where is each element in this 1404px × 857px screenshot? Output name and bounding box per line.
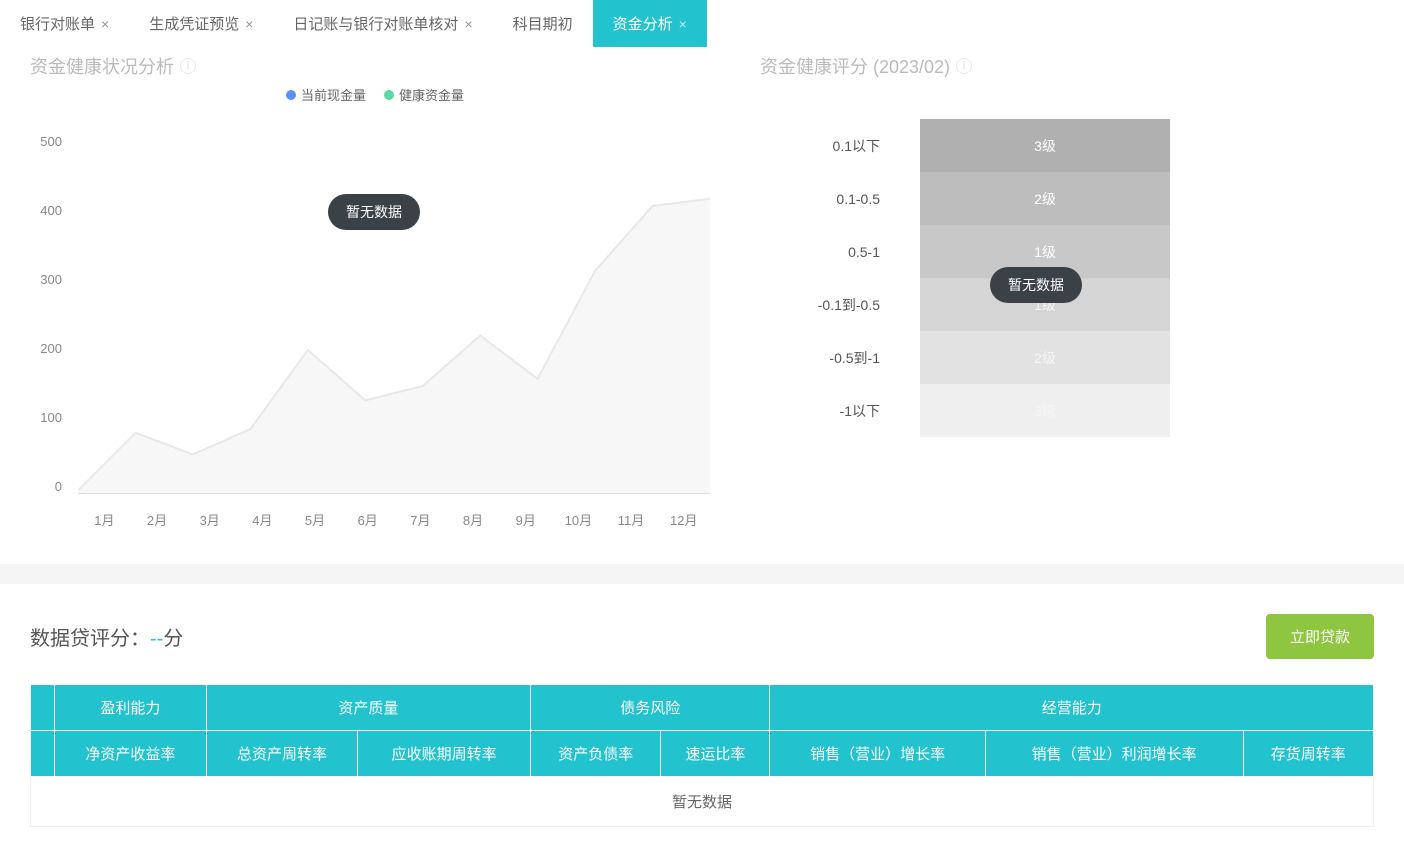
y-tick: 0	[30, 479, 70, 494]
info-icon[interactable]: i	[180, 58, 196, 74]
tab-0[interactable]: 银行对账单 ×	[0, 0, 129, 47]
close-icon[interactable]: ×	[464, 16, 472, 32]
rating-label: -0.1到-0.5	[760, 278, 920, 331]
x-tick: 6月	[341, 510, 394, 529]
rating-chart-section: 资金健康评分 (2023/02) i 0.1以下0.1-0.50.5-1-0.1…	[740, 43, 1404, 534]
loan-button[interactable]: 立即贷款	[1266, 614, 1374, 659]
rating-label: 0.1-0.5	[760, 172, 920, 225]
health-chart-section: 资金健康状况分析 i 当前现金量 健康资金量 500 400 300 200 100 0 暂…	[0, 43, 740, 534]
x-tick: 8月	[447, 510, 500, 529]
rating-labels: 0.1以下0.1-0.50.5-1-0.1到-0.5-0.5到-1-1以下	[760, 119, 920, 437]
x-tick: 4月	[236, 510, 289, 529]
sub-header: 净资产收益率	[55, 731, 207, 777]
rating-bar: 3级	[920, 384, 1170, 437]
rating-wrap: 0.1以下0.1-0.50.5-1-0.1到-0.5-0.5到-1-1以下 暂无…	[760, 119, 1364, 437]
rating-bar: 3级	[920, 119, 1170, 172]
rating-chart-title: 资金健康评分 (2023/02) i	[760, 53, 1364, 79]
sub-header: 总资产周转率	[206, 731, 358, 777]
title-text: 资金健康状况分析	[30, 53, 174, 79]
rating-label: -0.5到-1	[760, 331, 920, 384]
sub-header: 速运比率	[661, 731, 770, 777]
legend-item: 当前现金量	[286, 85, 366, 104]
tab-label: 资金分析	[613, 13, 673, 34]
rating-label: 0.5-1	[760, 225, 920, 278]
close-icon[interactable]: ×	[245, 16, 253, 32]
sub-header: 资产负债率	[531, 731, 661, 777]
x-axis: 1月2月3月4月5月6月7月8月9月10月11月12月	[78, 504, 710, 534]
sub-header: 应收账期周转率	[358, 731, 531, 777]
tab-label: 科目期初	[513, 13, 573, 34]
tab-label: 银行对账单	[20, 13, 95, 34]
tab-2[interactable]: 日记账与银行对账单核对 ×	[273, 0, 492, 47]
score-value: --	[150, 628, 163, 650]
y-tick: 100	[30, 410, 70, 425]
x-tick: 10月	[552, 510, 605, 529]
group-header: 盈利能力	[55, 685, 207, 731]
x-tick: 5月	[289, 510, 342, 529]
x-tick: 3月	[183, 510, 236, 529]
legend-dot-icon	[384, 90, 394, 100]
health-chart-title: 资金健康状况分析 i	[30, 53, 720, 79]
legend-label: 当前现金量	[301, 85, 366, 104]
rating-label: -1以下	[760, 384, 920, 437]
top-panel: 资金健康状况分析 i 当前现金量 健康资金量 500 400 300 200 100 0 暂…	[0, 43, 1404, 564]
tab-4[interactable]: 资金分析 ×	[593, 0, 707, 47]
score-title: 数据贷评分：--分	[30, 622, 183, 651]
x-tick: 2月	[131, 510, 184, 529]
score-unit: 分	[163, 628, 183, 650]
tab-bar: 银行对账单 × 生成凭证预览 × 日记账与银行对账单核对 × 科目期初 资金分析 ×	[0, 0, 1404, 48]
table-row: 暂无数据	[31, 777, 1374, 827]
x-tick: 11月	[605, 510, 658, 529]
tab-1[interactable]: 生成凭证预览 ×	[129, 0, 273, 47]
chart-legend: 当前现金量 健康资金量	[30, 85, 720, 104]
sub-header: 存货周转率	[1243, 731, 1373, 777]
score-table: 盈利能力资产质量债务风险经营能力净资产收益率总资产周转率应收账期周转率资产负债率…	[30, 684, 1374, 827]
rating-bar: 2级	[920, 172, 1170, 225]
x-tick: 12月	[657, 510, 710, 529]
rating-bars: 暂无数据 3级2级1级1级2级3级	[920, 119, 1170, 437]
sub-header: 销售（营业）增长率	[770, 731, 985, 777]
line-chart-svg	[78, 134, 710, 494]
tab-label: 生成凭证预览	[149, 13, 239, 34]
no-data-cell: 暂无数据	[31, 777, 1374, 827]
y-tick: 500	[30, 134, 70, 149]
y-tick: 400	[30, 203, 70, 218]
title-text: 资金健康评分 (2023/02)	[760, 53, 950, 79]
x-tick: 1月	[78, 510, 131, 529]
baseline	[78, 493, 710, 494]
chart-area: 500 400 300 200 100 0 暂无数据 1月2月3月4月5月6月7月8月9月…	[30, 134, 720, 534]
legend-dot-icon	[286, 90, 296, 100]
close-icon[interactable]: ×	[101, 16, 109, 32]
group-header: 债务风险	[531, 685, 770, 731]
score-header: 数据贷评分：--分 立即贷款	[30, 614, 1374, 659]
y-tick: 200	[30, 341, 70, 356]
score-panel: 数据贷评分：--分 立即贷款 盈利能力资产质量债务风险经营能力净资产收益率总资产…	[0, 584, 1404, 857]
x-tick: 7月	[394, 510, 447, 529]
tab-3[interactable]: 科目期初	[493, 0, 593, 47]
group-header: 资产质量	[206, 685, 530, 731]
rating-label: 0.1以下	[760, 119, 920, 172]
group-header	[31, 685, 55, 731]
sub-header: 销售（营业）利润增长率	[985, 731, 1243, 777]
no-data-badge: 暂无数据	[328, 194, 420, 230]
plot-area: 暂无数据	[78, 134, 710, 494]
no-data-badge: 暂无数据	[990, 267, 1082, 303]
group-header: 经营能力	[770, 685, 1374, 731]
sub-header	[31, 731, 55, 777]
rating-bar: 2级	[920, 331, 1170, 384]
legend-item: 健康资金量	[384, 85, 464, 104]
tab-label: 日记账与银行对账单核对	[293, 13, 458, 34]
y-tick: 300	[30, 272, 70, 287]
info-icon[interactable]: i	[956, 58, 972, 74]
x-tick: 9月	[499, 510, 552, 529]
close-icon[interactable]: ×	[679, 16, 687, 32]
legend-label: 健康资金量	[399, 85, 464, 104]
score-prefix: 数据贷评分：	[30, 628, 150, 650]
y-axis: 500 400 300 200 100 0	[30, 134, 70, 494]
